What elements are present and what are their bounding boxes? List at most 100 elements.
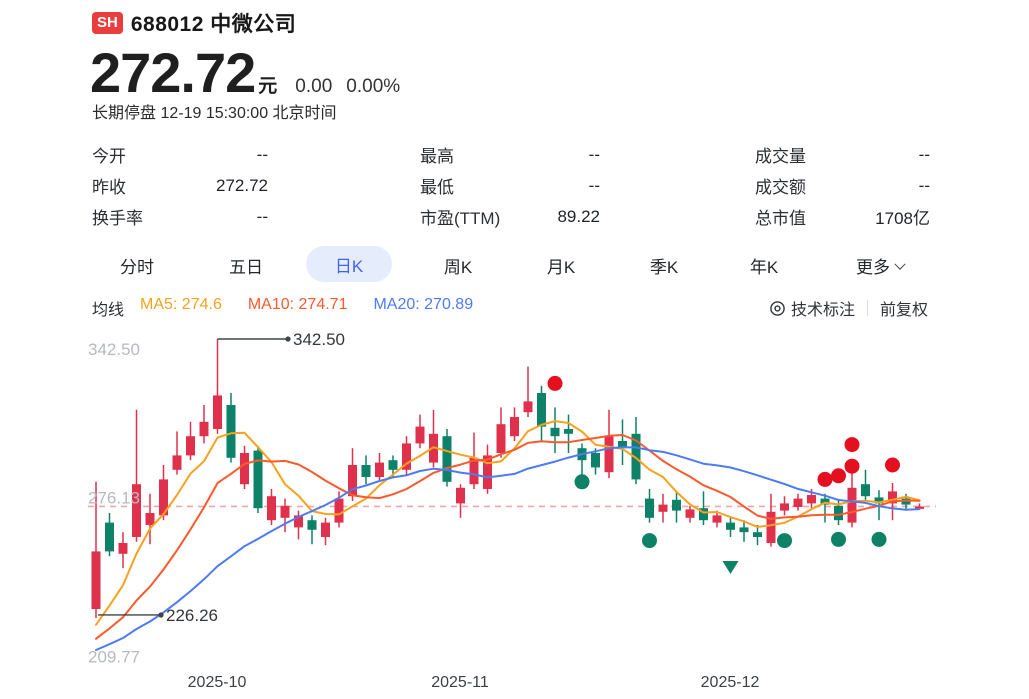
red-signal-dot [817, 471, 833, 487]
stat-prev-close: 昨收 272.72 [92, 170, 268, 201]
candle-down [726, 522, 735, 530]
ma-legend-bar: 均线 MA5: 274.6 MA10: 274.71 MA20: 270.89 [92, 296, 473, 320]
stat-open: 今开 -- [92, 139, 268, 170]
more-label: 更多 [856, 258, 890, 277]
stock-code-name: 688012 中微公司 [130, 13, 297, 36]
x-axis-label: 2025-12 [701, 674, 760, 691]
stat-volume: 成交量 -- [755, 139, 930, 170]
tab-monthly-k[interactable]: 月K [546, 258, 576, 277]
candle-down [226, 405, 236, 458]
high-annotation-dot [285, 336, 291, 342]
exchange-badge: SH [92, 12, 123, 34]
tab-quarterly-k[interactable]: 季K [649, 258, 679, 277]
stat-amount: 成交额 -- [755, 170, 930, 201]
ma-title: 均线 [92, 302, 125, 319]
price-row: 272.72 元 0.00 0.00% [90, 40, 400, 105]
stat-value: -- [588, 175, 600, 195]
candle-up [496, 424, 506, 453]
sell-signal-triangle [722, 561, 739, 574]
candle-up [172, 455, 182, 470]
red-signal-dot [831, 468, 846, 484]
green-signal-dot [574, 474, 590, 490]
candle-down [388, 460, 398, 470]
technical-annotation-label: 技术标注 [790, 302, 855, 319]
candle-up [280, 505, 290, 518]
candle-down [672, 499, 681, 511]
tab-daily-k-active[interactable]: 日K [306, 246, 392, 282]
tab-yearly-k[interactable]: 年K [749, 258, 779, 277]
candle-down [820, 498, 830, 505]
candle-up [604, 436, 614, 473]
stat-label: 总市值 [755, 209, 806, 228]
ma10-line [95, 434, 921, 640]
candle-down [253, 450, 263, 509]
candle-up [766, 511, 776, 543]
stat-label: 成交额 [755, 178, 806, 197]
stat-market-cap: 总市值 1708亿 [755, 201, 930, 232]
stat-label: 今开 [92, 147, 126, 166]
candle-down [739, 527, 749, 533]
candle-down [874, 497, 884, 504]
candle-up [91, 551, 101, 609]
stat-value: 89.22 [557, 206, 600, 226]
red-signal-dot [547, 375, 563, 391]
candle-down [699, 508, 708, 521]
candle-up [132, 484, 141, 537]
candle-up [483, 455, 492, 489]
tab-weekly-k[interactable]: 周K [443, 258, 473, 277]
stat-value: -- [588, 144, 600, 164]
candle-down [550, 427, 560, 437]
ma5-legend: MA5: 274.6 [140, 296, 222, 313]
stat-label: 最低 [420, 178, 454, 197]
candle-up [334, 498, 344, 523]
kline-chart-canvas[interactable]: 342.50 226.26 342.50 276.13 209.77 2025-10 202… [0, 329, 1029, 699]
candle-down [901, 498, 911, 505]
tab-intraday[interactable]: 分时 [120, 258, 154, 277]
red-signal-dot [844, 458, 860, 474]
tab-five-day[interactable]: 五日 [229, 258, 263, 277]
candle-up [456, 487, 465, 504]
annotation-eye-icon [770, 300, 785, 316]
technical-annotation-toggle[interactable]: 技术标注 [769, 296, 855, 320]
chart-tools: 技术标注 前复权 [769, 296, 928, 320]
candle-down [564, 429, 573, 434]
candle-up [199, 421, 209, 437]
stats-column-2: 最高 -- 最低 -- 市盈(TTM) 89.22 [420, 139, 600, 232]
forward-adjusted-toggle[interactable]: 前复权 [880, 296, 928, 320]
candle-up [793, 498, 803, 507]
stat-label: 昨收 [92, 178, 126, 197]
stat-value: -- [256, 206, 268, 226]
stat-value: -- [256, 144, 268, 164]
candle-up [213, 395, 222, 429]
candle-up [240, 453, 249, 485]
low-annotation-dot [158, 612, 164, 618]
candle-up [375, 462, 384, 477]
x-axis-label: 2025-11 [431, 674, 489, 691]
currency-unit: 元 [258, 76, 278, 97]
high-annotation-label: 342.50 [293, 330, 345, 349]
candle-up [348, 465, 357, 497]
ma20-legend: MA20: 270.89 [373, 296, 474, 313]
x-axis-label: 2025-10 [188, 674, 247, 691]
low-annotation-label: 226.26 [166, 606, 218, 625]
y-axis-label: 209.77 [88, 648, 140, 667]
candle-down [645, 498, 654, 518]
stat-value: 1708亿 [875, 209, 930, 228]
stats-column-3: 成交量 -- 成交额 -- 总市值 1708亿 [755, 139, 930, 232]
green-signal-dot [871, 531, 887, 547]
candle-down [537, 393, 546, 427]
candle-up [321, 522, 330, 537]
current-price: 272.72 [90, 41, 256, 104]
green-signal-dot [831, 531, 846, 547]
candle-down [631, 433, 641, 480]
candle-up [186, 436, 195, 456]
y-axis-label: 342.50 [88, 340, 140, 359]
more-dropdown[interactable]: 更多 [856, 253, 906, 278]
candle-up [915, 506, 924, 509]
tab-daily-k-label: 日K [334, 256, 364, 276]
candle-up [510, 417, 519, 437]
trading-status-line: 长期停盘 12-19 15:30:00 北京时间 [92, 105, 337, 122]
stat-label: 成交量 [755, 147, 806, 166]
candle-down [307, 520, 317, 530]
stat-pe-ttm: 市盈(TTM) 89.22 [420, 201, 600, 232]
